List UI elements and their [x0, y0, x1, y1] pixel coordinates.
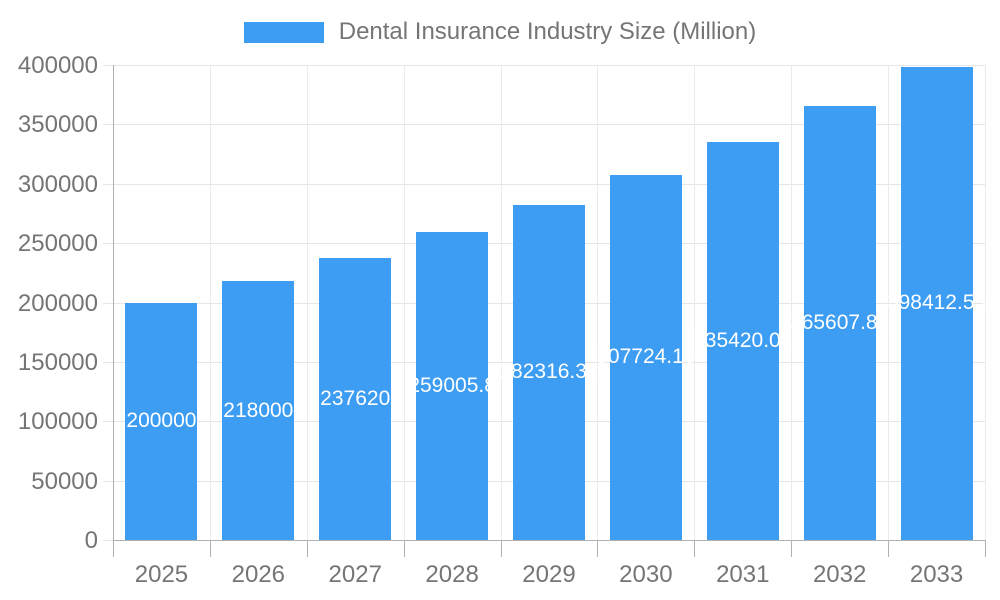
x-axis-category-label: 2029: [522, 561, 576, 588]
bar-value-label: 237620: [320, 386, 391, 410]
x-axis-tick: [597, 540, 599, 557]
y-axis-line: [113, 65, 114, 541]
y-axis-tick-label: 100000: [17, 408, 98, 436]
x-gridline: [888, 65, 890, 540]
bar-2026[interactable]: [222, 281, 295, 540]
x-axis-tick: [791, 540, 793, 557]
x-axis-tick: [403, 540, 405, 557]
x-gridline: [597, 65, 599, 540]
bar-value-label: 307724.19: [596, 345, 696, 369]
bar-2025[interactable]: [125, 302, 198, 540]
x-axis-category-label: 2025: [134, 561, 189, 588]
y-axis-tick: [103, 540, 113, 541]
x-axis-line: [113, 540, 985, 541]
legend-swatch-icon: [243, 21, 324, 43]
bar-value-label: 259005.8: [408, 374, 496, 398]
y-gridline: [113, 124, 985, 126]
x-axis-category-label: 2030: [619, 561, 673, 588]
y-axis-tick: [103, 302, 113, 304]
y-axis-tick-label: 300000: [17, 170, 98, 198]
bar-2030[interactable]: [609, 174, 682, 540]
bar-2027[interactable]: [319, 257, 392, 540]
y-axis-tick-label: 150000: [17, 348, 98, 376]
y-axis-tick-label: 400000: [17, 52, 98, 79]
chart-legend: Dental Insurance Industry Size (Million): [0, 18, 1000, 46]
x-gridline: [306, 65, 308, 540]
x-axis-tick: [209, 540, 211, 557]
x-axis-category-label: 2028: [425, 561, 479, 588]
bar-value-label: 218000: [223, 398, 294, 422]
x-gridline: [500, 65, 502, 540]
y-gridline: [113, 65, 985, 66]
y-axis-tick-label: 0: [84, 527, 98, 554]
y-axis-tick: [103, 361, 113, 363]
bar-value-label: 200000: [126, 409, 197, 433]
x-gridline: [791, 65, 793, 540]
bar-value-label: 335420.02: [693, 328, 793, 352]
x-axis-category-label: 2033: [909, 561, 964, 588]
x-axis-category-label: 2026: [231, 561, 286, 588]
y-axis-tick-label: 50000: [31, 467, 98, 495]
y-axis-tick: [103, 65, 113, 66]
bar-value-label: 365607.82: [790, 310, 890, 334]
bar-2029[interactable]: [513, 204, 585, 540]
y-axis-tick: [103, 243, 113, 245]
x-axis-category-label: 2031: [716, 561, 770, 588]
y-gridline: [113, 183, 985, 185]
y-axis-tick: [103, 183, 113, 185]
x-gridline: [209, 65, 211, 540]
y-axis-tick-label: 200000: [17, 289, 98, 317]
bar-2028[interactable]: [416, 232, 489, 540]
x-axis-tick: [694, 540, 696, 557]
x-axis-tick: [113, 540, 114, 557]
bar-value-label: 282316.32: [499, 360, 599, 384]
chart-title: Dental Insurance Industry Size (Million): [338, 18, 757, 45]
x-axis-tick: [306, 540, 308, 557]
y-axis-tick: [103, 421, 113, 423]
x-gridline: [403, 65, 405, 540]
bar-2033[interactable]: [900, 66, 973, 540]
y-axis-tick: [103, 480, 113, 482]
y-axis-tick-label: 350000: [17, 111, 98, 139]
y-axis-tick-label: 250000: [17, 230, 98, 258]
bar-2032[interactable]: [803, 105, 876, 540]
y-axis-tick: [103, 124, 113, 126]
x-axis-tick: [985, 540, 986, 557]
x-axis-category-label: 2027: [328, 561, 382, 588]
bar-value-label: 398412.53: [886, 291, 987, 315]
x-gridline: [694, 65, 696, 540]
bar-2031[interactable]: [706, 141, 779, 540]
x-gridline: [985, 65, 986, 540]
x-axis-category-label: 2032: [812, 561, 867, 588]
x-axis-tick: [500, 540, 502, 557]
x-axis-tick: [888, 540, 890, 557]
